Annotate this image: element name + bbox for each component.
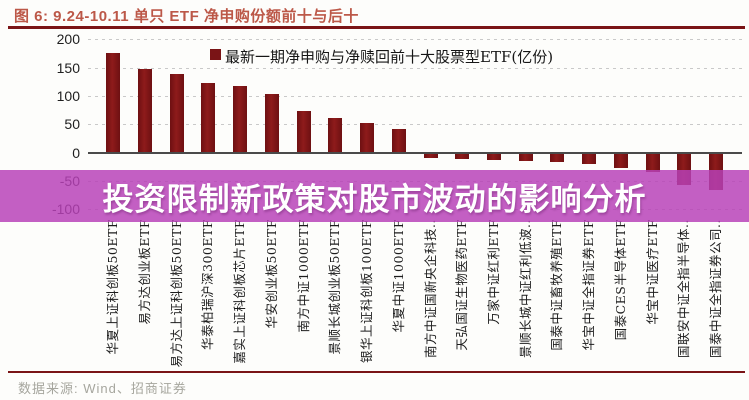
etf-bar [613, 154, 628, 169]
x-axis-category-label: 华夏中证1000ETF [390, 219, 406, 333]
etf-bar [264, 93, 279, 153]
legend-label: 最新一期净申购与净赎回前十大股票型ETF(亿份) [225, 48, 554, 66]
x-axis-category-label: 易方达上证科创板50ETF [168, 219, 184, 368]
x-axis-category-label: 国联安中证全指半导体.. [676, 219, 692, 358]
etf-bar [296, 110, 311, 153]
x-axis-category-label: 景顺长城创业板50ETF [327, 219, 343, 355]
data-source-note: 数据来源: Wind、招商证券 [18, 381, 187, 396]
gridline-150 [88, 67, 742, 69]
etf-bar [518, 154, 533, 161]
footer-divider [8, 371, 745, 373]
x-axis-category-label: 景顺长城中证红利低波.. [517, 219, 533, 358]
etf-bar [360, 123, 375, 153]
x-axis-category-label: 华宝中证医疗ETF [644, 219, 660, 325]
etf-bar [423, 154, 438, 158]
chart-legend: 最新一期净申购与净赎回前十大股票型ETF(亿份) [210, 46, 553, 67]
x-axis-category-label: 易方达创业板ETF [137, 219, 153, 325]
x-axis-category-label: 华安创业板50ETF [263, 219, 279, 329]
etf-bar [328, 117, 343, 153]
legend-square-marker-icon [210, 49, 221, 60]
y-axis-tick-label: 50 [64, 116, 80, 133]
y-axis-tick-label: 0 [72, 144, 80, 161]
etf-bar [106, 53, 121, 153]
x-axis-category-label: 国泰中证畜牧养殖ETF [549, 219, 565, 351]
x-axis-category-label: 华泰柏瑞沪深300ETF [200, 219, 216, 350]
etf-bar [455, 154, 470, 160]
x-axis-category-label: 万家中证红利ETF [485, 219, 501, 325]
figure-title: 图 6: 9.24-10.11 单只 ETF 净申购份额前十与后十 [14, 8, 359, 25]
x-axis-category-label: 国泰中证全指证券公司.. [707, 219, 723, 358]
x-axis-category-label: 嘉实上证科创板芯片ETF [232, 219, 248, 364]
etf-bar [645, 154, 660, 172]
etf-bar [486, 154, 501, 161]
y-axis-tick-label: 150 [56, 59, 80, 76]
x-axis-category-label: 南方中证1000ETF [295, 219, 311, 333]
x-axis-category-label: 天弘国证生物医药ETF [454, 219, 470, 351]
etf-bar [138, 68, 153, 153]
gridline-50 [88, 124, 742, 126]
etf-bar [391, 129, 406, 153]
y-axis-tick-label: 100 [56, 87, 80, 104]
x-axis-category-label: 南方中证国新央企科技.. [422, 219, 438, 358]
gridline-200 [88, 39, 742, 41]
etf-bar [169, 74, 184, 153]
etf-bar [233, 85, 248, 153]
x-axis-line [88, 152, 742, 154]
etf-bar [582, 154, 597, 164]
gridline-100 [88, 95, 742, 97]
watermark-banner: 投资限制新政策对股市波动的影响分析 [0, 170, 749, 222]
banner-text: 投资限制新政策对股市波动的影响分析 [102, 181, 647, 217]
etf-bar [201, 83, 216, 153]
x-axis-category-label: 银华上证科创板100ETF [359, 219, 375, 363]
title-divider [8, 26, 745, 29]
x-axis-category-label: 华夏上证科创板50ETF [105, 219, 121, 355]
y-axis-tick-label: 200 [56, 31, 80, 48]
etf-bar [550, 154, 565, 163]
x-axis-category-label: 国泰CES半导体ETF [612, 219, 628, 341]
x-axis-category-label: 华宝中证全指证券ETF [581, 219, 597, 351]
